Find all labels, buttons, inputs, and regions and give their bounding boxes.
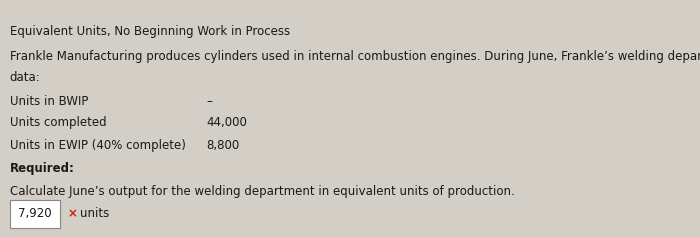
Text: Units completed: Units completed <box>10 116 106 129</box>
Text: 8,800: 8,800 <box>206 139 239 152</box>
Text: –: – <box>206 95 212 108</box>
Text: data:: data: <box>10 71 41 84</box>
Text: Units in EWIP (40% complete): Units in EWIP (40% complete) <box>10 139 186 152</box>
Text: Units in BWIP: Units in BWIP <box>10 95 88 108</box>
Text: ×: × <box>67 207 77 220</box>
Text: units: units <box>80 207 109 220</box>
Text: Calculate June’s output for the welding department in equivalent units of produc: Calculate June’s output for the welding … <box>10 185 514 198</box>
Text: Frankle Manufacturing produces cylinders used in internal combustion engines. Du: Frankle Manufacturing produces cylinders… <box>10 50 700 63</box>
Text: 44,000: 44,000 <box>206 116 247 129</box>
FancyBboxPatch shape <box>10 200 60 228</box>
Text: Equivalent Units, No Beginning Work in Process: Equivalent Units, No Beginning Work in P… <box>10 25 290 38</box>
Text: Required:: Required: <box>10 162 75 175</box>
Text: 7,920: 7,920 <box>18 207 52 220</box>
